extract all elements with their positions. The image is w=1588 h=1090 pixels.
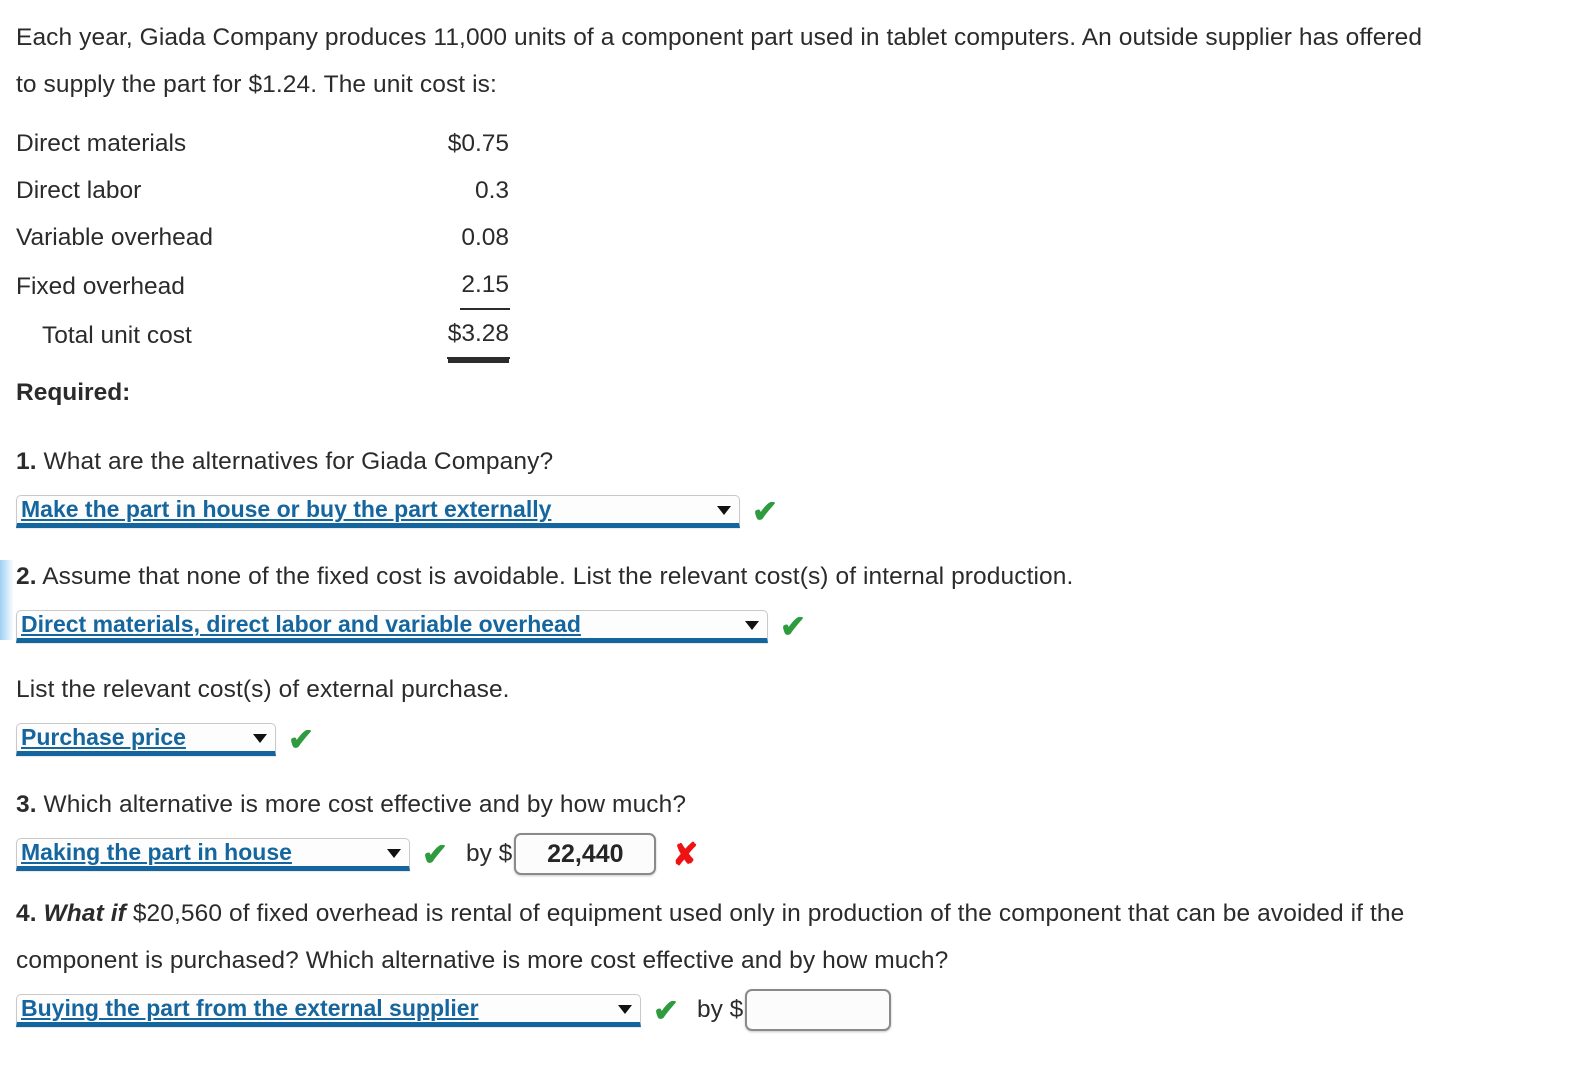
table-row: Direct materials $0.75 — [16, 120, 510, 167]
question-1-text: 1. What are the alternatives for Giada C… — [16, 438, 1588, 485]
chevron-down-icon — [618, 1005, 632, 1014]
question-4-amount-input[interactable] — [745, 989, 892, 1031]
cost-row-label: Direct materials — [16, 130, 187, 157]
cost-row-label: Total unit cost — [42, 322, 192, 349]
question-2-sub-select-value: Purchase price — [21, 724, 186, 750]
question-2-select[interactable]: Direct materials, direct labor and varia… — [16, 609, 768, 643]
question-4-select[interactable]: Buying the part from the external suppli… — [16, 993, 641, 1027]
correct-check-icon: ✔ — [422, 836, 448, 872]
question-2-sub-select[interactable]: Purchase price — [16, 722, 276, 756]
question-3-select-value: Making the part in house — [21, 839, 292, 865]
correct-check-icon: ✔ — [288, 721, 314, 757]
cost-row-amount: 2.15 — [426, 261, 510, 310]
question-1-body: What are the alternatives for Giada Comp… — [36, 448, 554, 475]
problem-page: Each year, Giada Company produces 11,000… — [16, 14, 1588, 1031]
question-4-text-line-2: component is purchased? Which alternativ… — [16, 947, 949, 974]
question-2-sub-answer-row: Purchase price ✔ — [16, 719, 1588, 759]
question-3-select[interactable]: Making the part in house — [16, 837, 410, 871]
question-3-number: 3. — [16, 791, 37, 818]
correct-check-icon: ✔ — [752, 493, 778, 529]
question-1-number: 1. — [16, 448, 37, 475]
question-1-select-value: Make the part in house or buy the part e… — [21, 496, 552, 522]
table-row: Direct labor 0.3 — [16, 167, 510, 214]
question-3-answer-row: Making the part in house ✔ by $ ✘ — [16, 833, 1588, 875]
question-2-answer-row: Direct materials, direct labor and varia… — [16, 606, 1588, 646]
chevron-down-icon — [253, 734, 267, 743]
cost-row-amount: 0.3 — [474, 177, 509, 204]
problem-statement-line-1: Each year, Giada Company produces 11,000… — [16, 24, 1423, 51]
question-3-amount-input[interactable] — [514, 833, 657, 875]
question-3-by-label: by $ — [465, 840, 513, 867]
question-2-number: 2. — [16, 563, 37, 590]
question-2-body: Assume that none of the fixed cost is av… — [36, 563, 1074, 590]
question-2: 2. Assume that none of the fixed cost is… — [16, 553, 1588, 759]
problem-statement-line-2: to supply the part for $1.24. The unit c… — [16, 71, 497, 98]
incorrect-cross-icon: ✘ — [672, 836, 699, 872]
correct-check-icon: ✔ — [780, 608, 806, 644]
question-2-sub-prompt: List the relevant cost(s) of external pu… — [16, 676, 510, 703]
chevron-down-icon — [717, 506, 731, 515]
unit-cost-table: Direct materials $0.75 Direct labor 0.3 … — [16, 120, 510, 359]
question-3-text: 3. Which alternative is more cost effect… — [16, 781, 1588, 828]
question-4-answer-row: Buying the part from the external suppli… — [16, 989, 1588, 1031]
cost-row-label: Direct labor — [16, 177, 142, 204]
table-row: Total unit cost $3.28 — [16, 310, 510, 359]
chevron-down-icon — [745, 621, 759, 630]
required-heading: Required: — [16, 379, 131, 406]
question-2-select-value: Direct materials, direct labor and varia… — [21, 611, 581, 637]
question-4-select-value: Buying the part from the external suppli… — [21, 995, 479, 1021]
question-4-number: 4. — [16, 900, 37, 927]
chevron-down-icon — [387, 849, 401, 858]
question-4-whatif-emphasis: What if — [43, 900, 126, 927]
cost-row-amount: $0.75 — [447, 130, 509, 157]
question-4: 4. What if $20,560 of fixed overhead is … — [16, 890, 1588, 1031]
question-3-body: Which alternative is more cost effective… — [36, 791, 687, 818]
question-4-by-label: by $ — [696, 996, 744, 1023]
cost-row-label: Variable overhead — [16, 224, 214, 251]
question-1-answer-row: Make the part in house or buy the part e… — [16, 491, 1588, 531]
problem-statement: Each year, Giada Company produces 11,000… — [16, 14, 1588, 108]
question-4-body-a: $20,560 of fixed overhead is rental of e… — [125, 900, 1405, 927]
correct-check-icon: ✔ — [653, 992, 679, 1028]
question-2-text: 2. Assume that none of the fixed cost is… — [16, 553, 1588, 600]
question-1-select[interactable]: Make the part in house or buy the part e… — [16, 494, 740, 528]
cost-row-label: Fixed overhead — [16, 273, 185, 300]
question-4-text-line-1: 4. What if $20,560 of fixed overhead is … — [16, 890, 1588, 937]
question-3: 3. Which alternative is more cost effect… — [16, 781, 1588, 875]
table-row: Fixed overhead 2.15 — [16, 261, 510, 310]
table-row: Variable overhead 0.08 — [16, 214, 510, 261]
cost-row-amount: $3.28 — [426, 310, 510, 359]
cost-row-amount: 0.08 — [461, 224, 509, 251]
question-1: 1. What are the alternatives for Giada C… — [16, 438, 1588, 531]
